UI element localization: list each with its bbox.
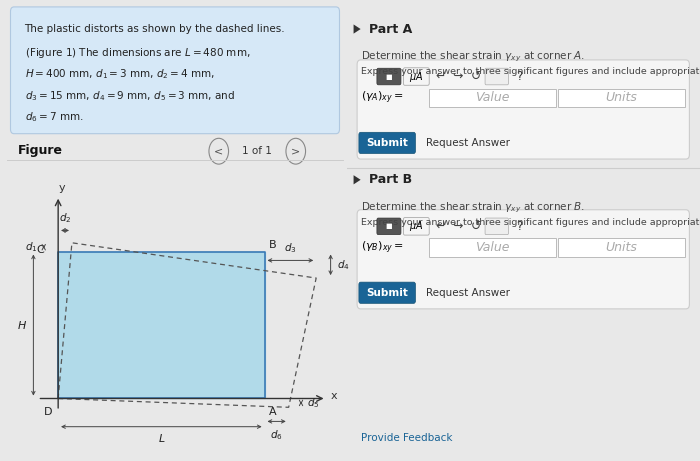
Text: The plastic distorts as shown by the dashed lines.: The plastic distorts as shown by the das… [25, 24, 285, 34]
Text: Provide Feedback: Provide Feedback [360, 432, 452, 443]
Text: ↪: ↪ [453, 70, 463, 83]
Text: B: B [269, 240, 276, 250]
Text: $d_2$: $d_2$ [59, 211, 71, 225]
Text: A: A [269, 408, 276, 417]
Text: $H = 400$ mm, $d_1 = 3$ mm, $d_2 = 4$ mm,: $H = 400$ mm, $d_1 = 3$ mm, $d_2 = 4$ mm… [25, 67, 215, 81]
Text: $d_3 = 15$ mm, $d_4 = 9$ mm, $d_5 = 3$ mm, and: $d_3 = 15$ mm, $d_4 = 9$ mm, $d_5 = 3$ m… [25, 89, 235, 103]
Text: $d_4$: $d_4$ [337, 258, 349, 272]
Text: Determine the shear strain $\gamma_{xy}$ at corner $B$.: Determine the shear strain $\gamma_{xy}$… [360, 201, 584, 215]
Text: ↵: ↵ [435, 220, 445, 233]
FancyBboxPatch shape [558, 238, 685, 257]
Text: ↪: ↪ [453, 220, 463, 233]
Text: >: > [291, 146, 300, 156]
Text: <: < [214, 146, 223, 156]
FancyBboxPatch shape [377, 218, 401, 235]
Text: $H$: $H$ [17, 319, 27, 331]
Text: D: D [43, 408, 52, 417]
Polygon shape [354, 24, 360, 34]
Text: Express your answer to three significant figures and include appropriate units.: Express your answer to three significant… [360, 67, 700, 76]
FancyBboxPatch shape [377, 68, 401, 85]
Text: $d_6$: $d_6$ [270, 428, 283, 442]
Text: C: C [36, 245, 43, 255]
Text: Express your answer to three significant figures and include appropriate units.: Express your answer to three significant… [360, 218, 700, 227]
FancyBboxPatch shape [558, 89, 685, 107]
Text: 1 of 1: 1 of 1 [242, 146, 272, 156]
Text: $L$: $L$ [158, 432, 165, 444]
Text: Submit: Submit [366, 288, 408, 298]
Text: $d_6 = 7$ mm.: $d_6 = 7$ mm. [25, 111, 83, 124]
FancyBboxPatch shape [359, 132, 415, 154]
Text: $d_1$: $d_1$ [25, 240, 38, 254]
Text: ↵: ↵ [435, 70, 445, 83]
Text: Request Answer: Request Answer [426, 138, 510, 148]
Text: x: x [330, 391, 337, 401]
FancyBboxPatch shape [357, 210, 690, 309]
FancyBboxPatch shape [403, 218, 429, 235]
Text: Units: Units [606, 91, 637, 104]
Text: Request Answer: Request Answer [426, 288, 510, 298]
Text: Part B: Part B [370, 173, 412, 186]
FancyBboxPatch shape [10, 7, 340, 134]
Text: (Figure 1) The dimensions are $L = 480$ mm,: (Figure 1) The dimensions are $L = 480$ … [25, 46, 250, 59]
Text: ?: ? [517, 70, 523, 83]
Text: Value: Value [475, 91, 510, 104]
Polygon shape [58, 252, 265, 398]
Text: Submit: Submit [366, 138, 408, 148]
Text: Part A: Part A [370, 23, 413, 35]
Text: ■: ■ [386, 73, 392, 80]
Text: Determine the shear strain $\gamma_{xy}$ at corner $A$.: Determine the shear strain $\gamma_{xy}$… [360, 50, 584, 64]
Text: $\mu A$: $\mu A$ [409, 219, 423, 233]
Text: Units: Units [606, 241, 637, 254]
FancyBboxPatch shape [429, 89, 556, 107]
Text: $d_3$: $d_3$ [284, 241, 297, 255]
FancyBboxPatch shape [359, 282, 415, 303]
FancyBboxPatch shape [485, 218, 508, 235]
Text: $\mu A$: $\mu A$ [409, 70, 423, 83]
Text: $(\gamma_B)_{xy} =$: $(\gamma_B)_{xy} =$ [360, 239, 403, 256]
FancyBboxPatch shape [403, 68, 429, 85]
FancyBboxPatch shape [357, 60, 690, 159]
Text: $(\gamma_A)_{xy} =$: $(\gamma_A)_{xy} =$ [360, 89, 403, 106]
Text: $d_5$: $d_5$ [307, 396, 320, 410]
Text: Figure: Figure [18, 144, 62, 158]
Text: ?: ? [517, 220, 523, 233]
FancyBboxPatch shape [485, 68, 508, 85]
Text: ↺: ↺ [470, 70, 481, 83]
Text: y: y [59, 183, 66, 193]
FancyBboxPatch shape [429, 238, 556, 257]
Polygon shape [354, 175, 360, 184]
Text: ↺: ↺ [470, 220, 481, 233]
Text: ■: ■ [386, 223, 392, 230]
Text: Value: Value [475, 241, 510, 254]
